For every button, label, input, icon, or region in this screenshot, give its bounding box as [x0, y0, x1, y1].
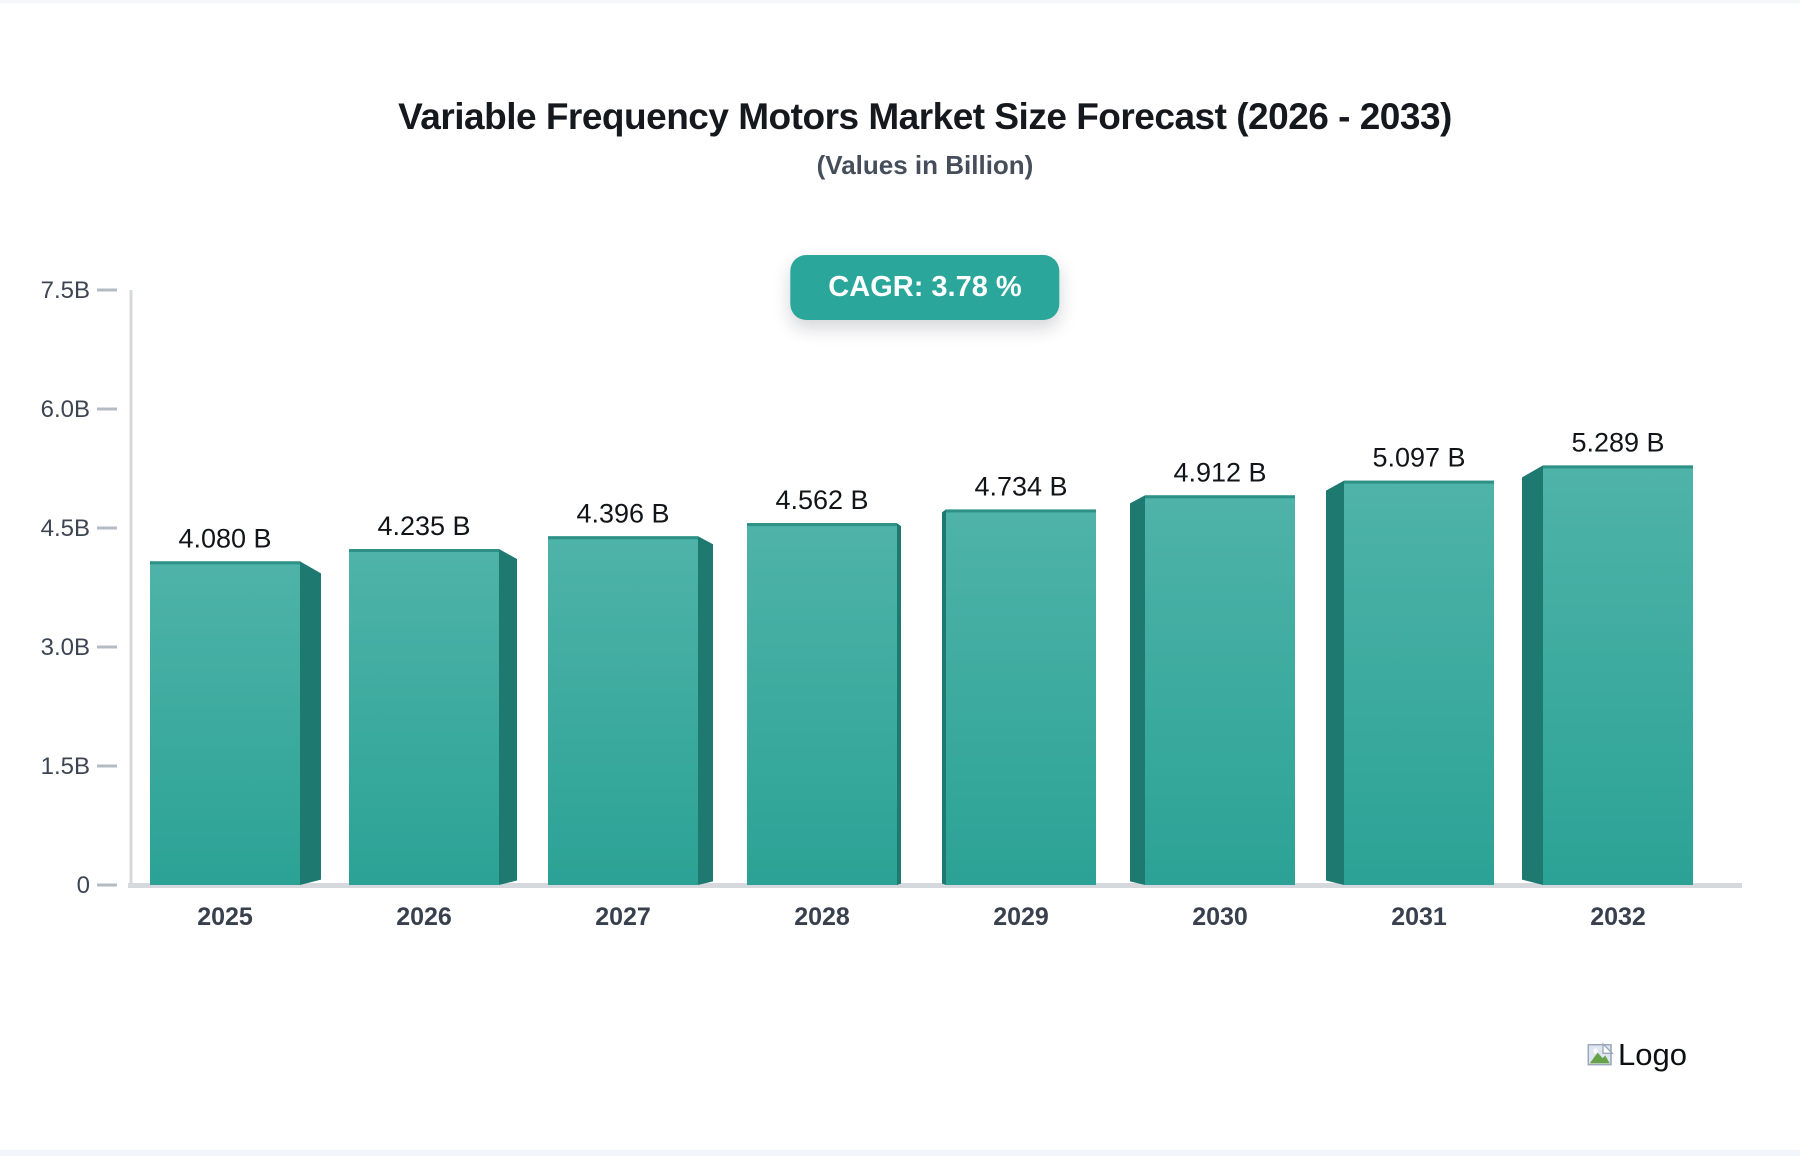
cagr-badge: CAGR: 3.78 %: [790, 255, 1060, 320]
bar-top-edge: [1344, 480, 1494, 484]
bar-side-face: [1522, 465, 1543, 885]
bar-front-face: [349, 549, 499, 885]
bar-top-edge: [349, 549, 499, 553]
bar-front-face: [747, 523, 897, 885]
bar-front-face: [1543, 465, 1693, 885]
bar-top-edge: [1543, 465, 1693, 469]
bar-side-face: [942, 509, 946, 885]
bar-value-label: 4.734 B: [974, 471, 1067, 501]
bar-side-face: [698, 536, 713, 885]
bar-top-edge: [946, 509, 1096, 513]
bar-group-2030: 4.912 B 2030: [1130, 457, 1295, 931]
y-tick-label: 3.0B: [41, 634, 90, 661]
bar-value-label: 4.912 B: [1173, 457, 1266, 487]
y-tick-label: 1.5B: [41, 753, 90, 780]
y-tick-label: 4.5B: [41, 515, 90, 542]
bar-group-2031: 5.097 B 2031: [1326, 443, 1494, 931]
bar-front-face: [1344, 480, 1494, 885]
x-tick-label: 2028: [794, 903, 850, 931]
x-tick-label: 2029: [993, 903, 1049, 931]
bar-group-2027: 4.396 B 2027: [548, 498, 713, 931]
bar-value-label: 4.235 B: [377, 511, 470, 541]
chart-header: Variable Frequency Motors Market Size Fo…: [130, 96, 1720, 181]
logo-alt-text: Logo: [1618, 1037, 1687, 1072]
chart-title: Variable Frequency Motors Market Size Fo…: [398, 96, 1452, 137]
bar-group-2028: 4.562 B 2028: [747, 485, 901, 931]
bar-value-label: 5.289 B: [1571, 427, 1664, 457]
bar-side-face: [300, 561, 321, 885]
x-tick-label: 2032: [1590, 903, 1646, 931]
logo: Logo: [1585, 1038, 1687, 1072]
x-tick-label: 2031: [1391, 903, 1447, 931]
bottom-edge-strip: [0, 1150, 1800, 1156]
x-tick-label: 2027: [595, 903, 651, 931]
bar-group-2026: 4.235 B 2026: [349, 511, 517, 931]
y-tick-label: 7.5B: [41, 277, 90, 304]
bar-group-2029: 4.734 B 2029: [942, 471, 1096, 931]
bar-value-label: 5.097 B: [1372, 443, 1465, 473]
bar-top-edge: [747, 523, 897, 527]
bar-front-face: [1145, 495, 1295, 885]
bar-group-2025: 4.080 B 2025: [150, 523, 321, 931]
bar-side-face: [1130, 495, 1145, 885]
bar-front-face: [946, 509, 1096, 885]
bar-top-edge: [1145, 495, 1295, 499]
x-tick-label: 2030: [1192, 903, 1248, 931]
x-tick-label: 2025: [197, 903, 253, 931]
broken-image-icon: [1587, 1042, 1614, 1066]
top-edge-strip: [0, 0, 1800, 3]
chart-subtitle: (Values in Billion): [816, 150, 1034, 180]
bar-top-edge: [150, 561, 300, 565]
x-tick-label: 2026: [396, 903, 452, 931]
bar-value-label: 4.562 B: [775, 485, 868, 515]
bar-group-2032: 5.289 B 2032: [1522, 427, 1693, 931]
bar-value-label: 4.080 B: [178, 523, 271, 553]
bar-side-face: [897, 523, 901, 885]
bar-side-face: [499, 549, 517, 885]
bar-side-face: [1326, 480, 1344, 885]
cagr-badge-label: CAGR: 3.78 %: [828, 271, 1022, 303]
y-tick-label: 6.0B: [41, 396, 90, 423]
bar-front-face: [548, 536, 698, 885]
bar-front-face: [150, 561, 300, 885]
bar-top-edge: [548, 536, 698, 540]
y-tick-label: 0: [77, 872, 90, 899]
bar-value-label: 4.396 B: [576, 498, 669, 528]
